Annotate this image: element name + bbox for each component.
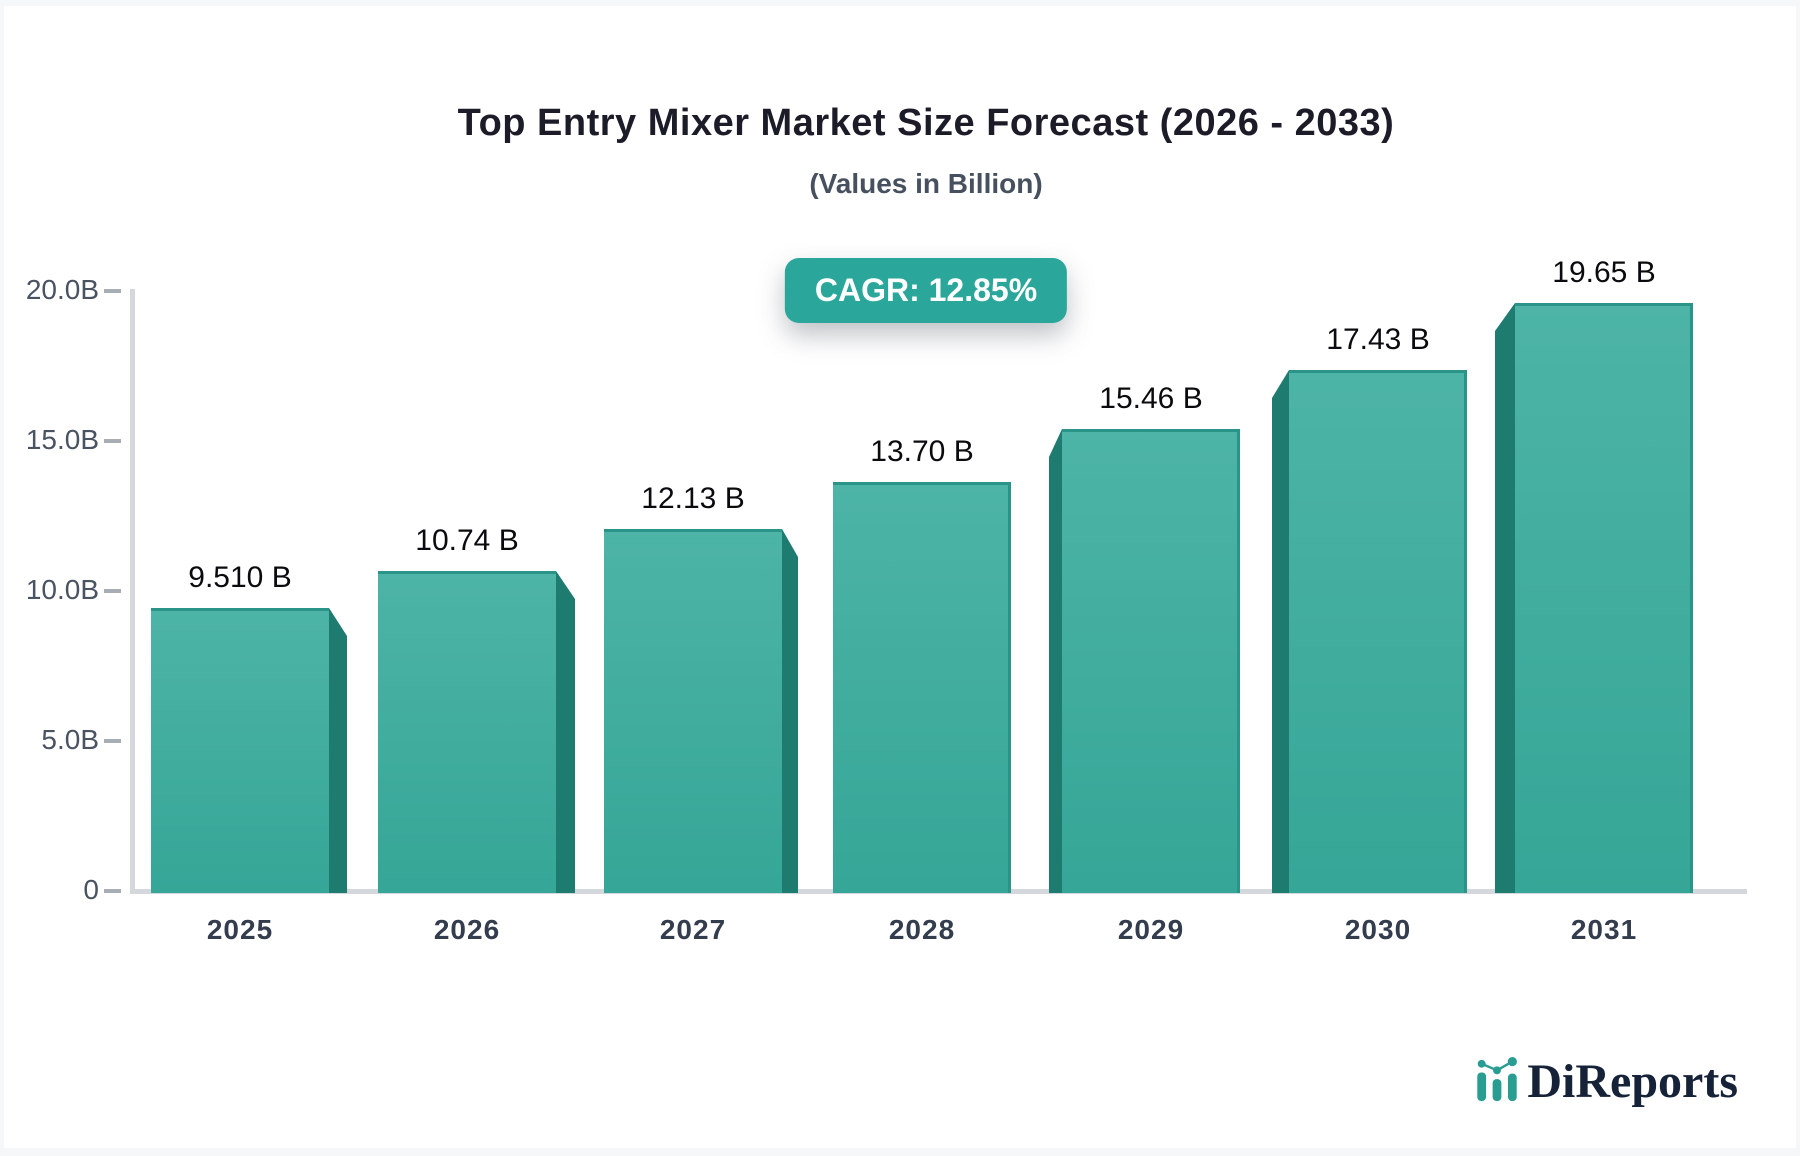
y-axis-line (130, 289, 135, 894)
bar-side-2029 (1049, 429, 1062, 893)
bar-face-2026 (378, 571, 556, 893)
x-axis-label: 2025 (206, 914, 274, 945)
y-axis-tick-label: 10.0B (25, 574, 99, 605)
x-axis-label: 2027 (659, 914, 727, 945)
y-axis-tick-label: 5.0B (41, 724, 99, 755)
y-axis-tick-label: 0 (83, 874, 99, 905)
y-axis-tick-label: 15.0B (25, 424, 99, 455)
bar-value-label: 12.13 B (641, 482, 745, 515)
cagr-badge: CAGR: 12.85% (784, 258, 1068, 323)
x-axis-label: 2028 (888, 914, 956, 945)
y-axis-tick-mark (104, 289, 121, 293)
bar-side-2027 (782, 529, 798, 893)
logo-bar-chart-trend-icon (1477, 1055, 1518, 1106)
bar-face-2030 (1289, 370, 1467, 893)
y-axis-tick-mark (104, 439, 121, 443)
x-axis-label: 2026 (433, 914, 501, 945)
bar-face-2031 (1515, 303, 1693, 893)
bar-face-2029 (1062, 429, 1240, 893)
y-axis-tick-mark (104, 739, 121, 743)
chart-title: Top Entry Mixer Market Size Forecast (20… (457, 102, 1395, 144)
bar-value-label: 15.46 B (1099, 382, 1203, 415)
bar-chart: 20.0B 15.0B 10.0B 5.0B 0 9.510 B 2025 10.74 B 20… (4, 6, 1796, 1148)
bar-side-2025 (329, 608, 347, 893)
bar-side-2030 (1272, 370, 1289, 893)
x-axis-label: 2030 (1344, 914, 1412, 945)
logo-text: DiReports (1527, 1055, 1738, 1108)
bar-side-2026 (556, 571, 575, 893)
bar-side-2031 (1495, 303, 1515, 893)
y-axis-tick-mark (104, 589, 121, 593)
bar-face-2028 (833, 482, 1011, 893)
y-axis-tick-label: 20.0B (25, 274, 99, 305)
chart-subtitle: (Values in Billion) (809, 168, 1043, 199)
bar-value-label: 9.510 B (188, 561, 292, 594)
bar-face-2025 (151, 608, 329, 893)
x-axis-label: 2031 (1570, 914, 1638, 945)
bar-value-label: 10.74 B (415, 524, 519, 557)
y-axis-tick-mark (104, 889, 121, 893)
bar-face-2027 (604, 529, 782, 893)
chart-card: Top Entry Mixer Market Size Forecast (20… (4, 6, 1796, 1148)
bar-value-label: 19.65 B (1552, 256, 1656, 289)
logo: DiReports (1477, 1055, 1738, 1106)
x-axis-label: 2029 (1117, 914, 1185, 945)
bar-value-label: 17.43 B (1326, 323, 1430, 356)
bar-value-label: 13.70 B (870, 435, 974, 468)
chart-stage: Top Entry Mixer Market Size Forecast (20… (4, 6, 1796, 1148)
